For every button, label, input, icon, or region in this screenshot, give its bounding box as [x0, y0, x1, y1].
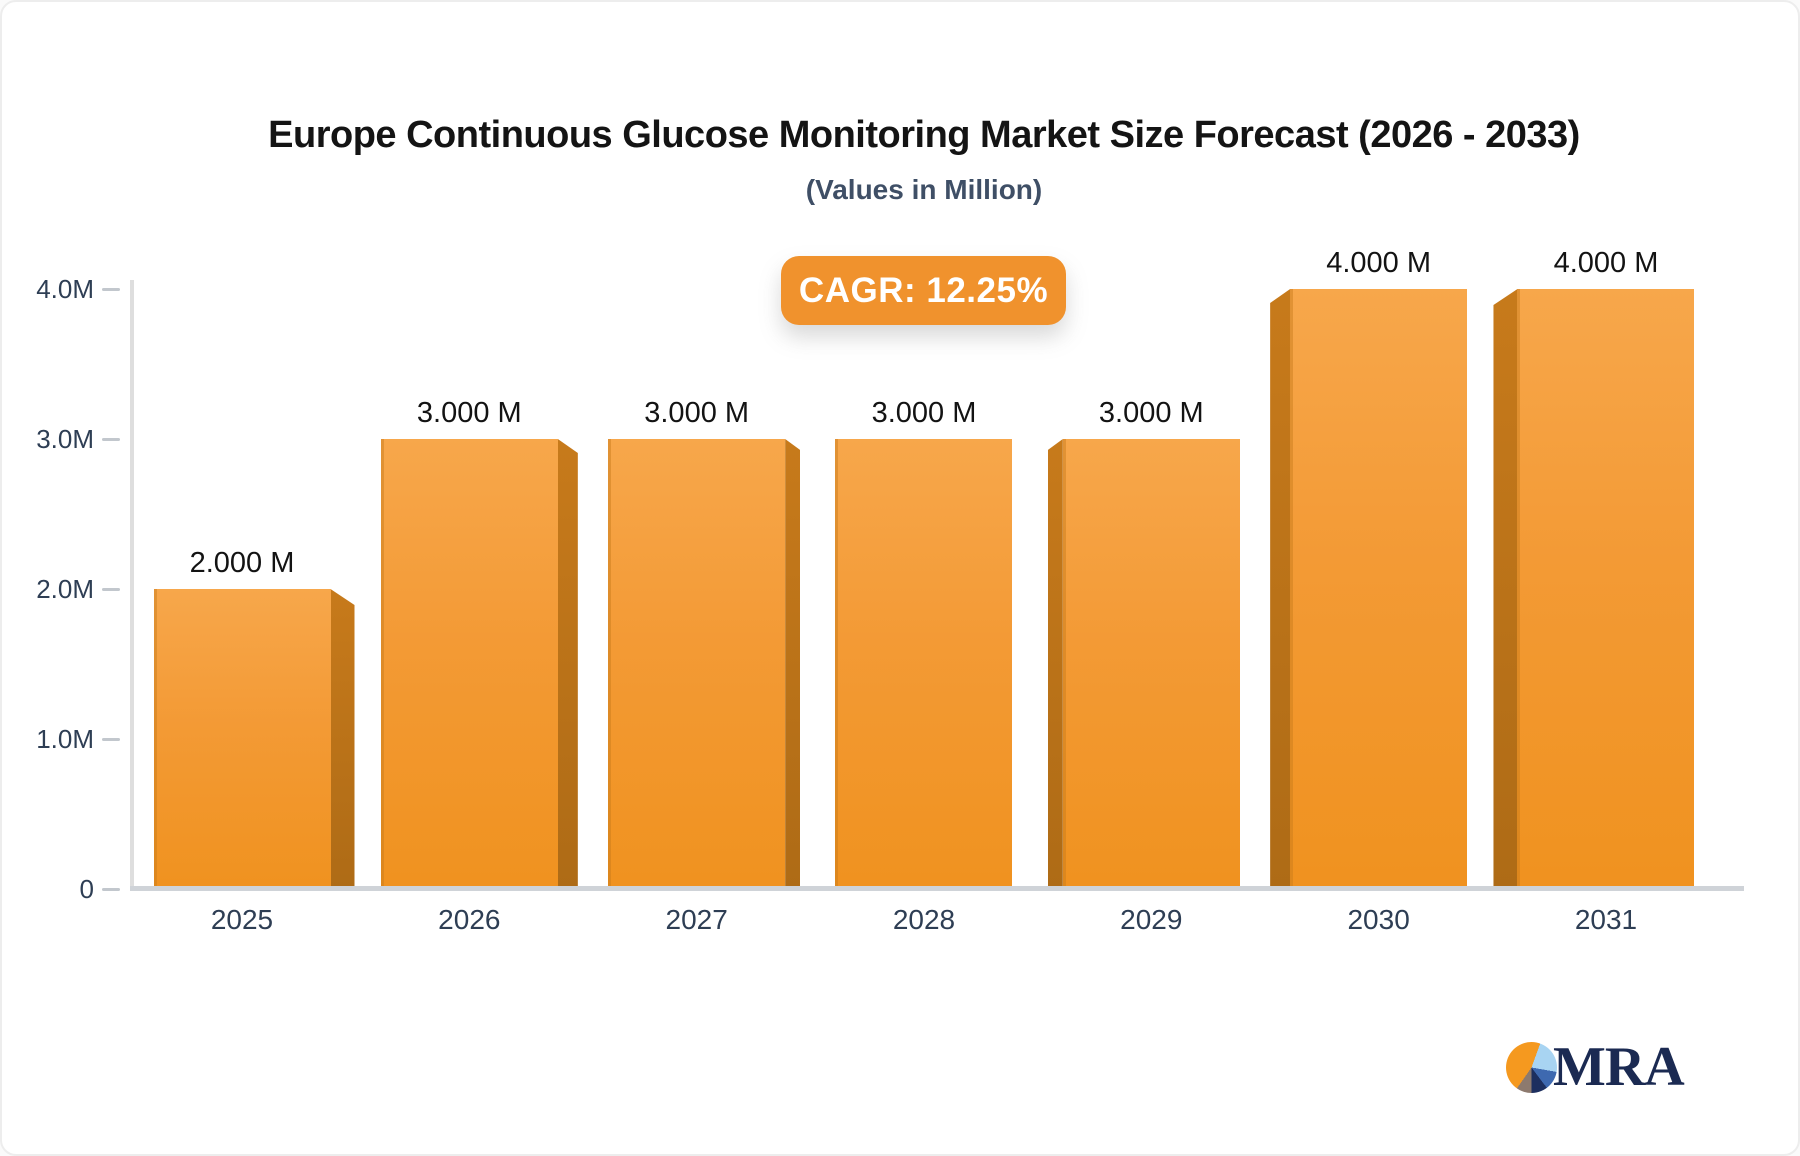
y-axis-line	[130, 280, 134, 891]
bar-side	[1047, 439, 1063, 891]
x-tick-label: 2031	[1574, 904, 1638, 935]
bar-front	[1062, 439, 1240, 891]
mra-logo: MRA	[1506, 1034, 1685, 1100]
bar-side	[330, 589, 355, 891]
bar-front	[1290, 289, 1468, 891]
x-tick-label: 2030	[1347, 904, 1410, 935]
bar-value-label: 3.000 M	[644, 397, 750, 429]
bar-front	[608, 439, 786, 891]
cagr-badge: CAGR: 12.25%	[781, 256, 1066, 325]
bar-side	[785, 439, 801, 891]
y-tick-mark	[102, 437, 120, 441]
bar-front	[153, 589, 331, 891]
bar-front	[1517, 289, 1695, 891]
bar-value-label: 4.000 M	[1553, 247, 1659, 279]
bar-side	[557, 439, 578, 891]
bar-value-label: 4.000 M	[1326, 247, 1432, 279]
bar-front	[380, 439, 558, 891]
y-tick-mark	[102, 887, 120, 891]
bar-front	[835, 439, 1013, 891]
x-tick-label: 2026	[438, 904, 501, 935]
x-tick-label: 2027	[665, 904, 728, 935]
logo-pie-icon	[1506, 1041, 1557, 1093]
y-tick-label: 4.0M	[36, 274, 94, 304]
y-tick-mark	[102, 587, 120, 591]
y-tick-label: 3.0M	[36, 424, 94, 454]
chart-subtitle: (Values in Million)	[805, 174, 1043, 205]
x-tick-label: 2025	[210, 904, 274, 935]
y-tick-mark	[102, 287, 120, 291]
bar-side	[1493, 289, 1518, 891]
y-tick-label: 2.0M	[36, 574, 94, 604]
y-tick-mark	[102, 737, 120, 741]
bar-value-label: 2.000 M	[189, 547, 295, 579]
bar-value-label: 3.000 M	[416, 397, 522, 429]
bar-side	[1270, 289, 1291, 891]
x-tick-label: 2029	[1120, 904, 1183, 935]
y-tick-label: 0	[79, 874, 94, 904]
chart-title: Europe Continuous Glucose Monitoring Mar…	[268, 114, 1580, 156]
y-tick-label: 1.0M	[36, 724, 94, 754]
x-tick-label: 2028	[892, 904, 956, 935]
cagr-badge-label: CAGR: 12.25%	[798, 270, 1049, 310]
logo-text: MRA	[1553, 1036, 1685, 1098]
x-axis-line	[130, 886, 1744, 891]
bar-value-label: 3.000 M	[1098, 397, 1204, 429]
bar-value-label: 3.000 M	[871, 397, 977, 429]
